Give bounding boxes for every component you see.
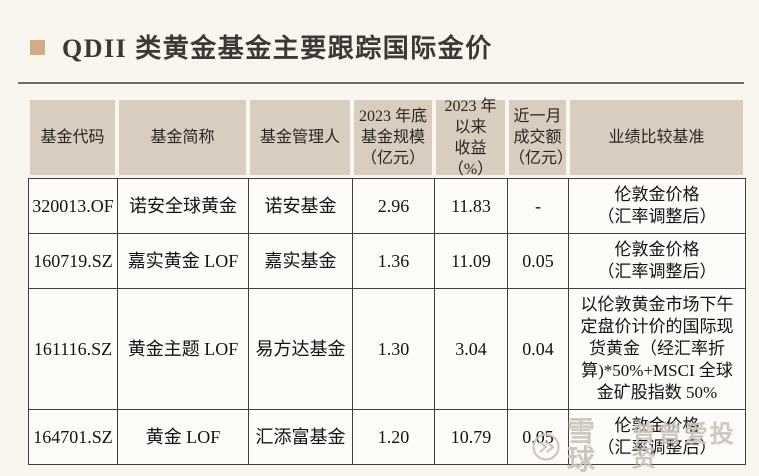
cell-fund-code: 320013.OF [29, 179, 118, 234]
cell-fund-code: 160719.SZ [29, 234, 118, 289]
cell-fund-name: 嘉实黄金 LOF [118, 234, 249, 289]
table-row: 164701.SZ 黄金 LOF 汇添富基金 1.20 10.79 0.05 伦… [29, 410, 746, 465]
fund-table: 基金代码 基金简称 基金管理人 2023 年底 基金规模 （亿元） 2023 年… [28, 98, 746, 465]
column-header-benchmark: 业绩比较基准 [568, 100, 745, 175]
title-bullet-icon [30, 40, 45, 55]
cell-fund-size: 1.36 [353, 234, 435, 289]
cell-fund-name: 黄金主题 LOF [118, 289, 249, 410]
column-header-ytd-return: 2023 年 以来 收益（%） [434, 98, 507, 178]
cell-ytd-return: 11.09 [435, 234, 508, 289]
cell-ytd-return: 10.79 [435, 410, 508, 465]
cell-benchmark: 以伦敦黄金市场下午定盘价计价的国际现货黄金（经汇率折算)*50%+MSCI 全球… [569, 289, 746, 410]
table-header-row: 基金代码 基金简称 基金管理人 2023 年底 基金规模 （亿元） 2023 年… [28, 98, 746, 178]
page-title: QDII 类黄金基金主要跟踪国际金价 [62, 34, 493, 63]
cell-monthly-volume: 0.04 [508, 289, 569, 410]
cell-fund-manager: 诺安基金 [249, 179, 353, 234]
cell-monthly-volume: 0.05 [508, 410, 569, 465]
cell-fund-code: 164701.SZ [29, 410, 118, 465]
cell-benchmark: 伦敦金价格 （汇率调整后） [569, 410, 746, 465]
cell-ytd-return: 3.04 [435, 289, 508, 410]
cell-fund-name: 黄金 LOF [118, 410, 249, 465]
title-divider [18, 82, 744, 84]
table-row: 160719.SZ 嘉实黄金 LOF 嘉实基金 1.36 11.09 0.05 … [29, 234, 746, 289]
table-row: 161116.SZ 黄金主题 LOF 易方达基金 1.30 3.04 0.04 … [29, 289, 746, 410]
column-header-fund-name: 基金简称 [117, 100, 248, 175]
column-header-monthly-volume: 近一月 成交额 （亿元） [507, 100, 573, 175]
cell-fund-size: 2.96 [353, 179, 435, 234]
table-body: 320013.OF 诺安全球黄金 诺安基金 2.96 11.83 - 伦敦金价格… [28, 178, 746, 465]
column-header-fund-size: 2023 年底 基金规模 （亿元） [352, 100, 434, 175]
page-title-row: QDII 类黄金基金主要跟踪国际金价 [0, 0, 759, 65]
cell-fund-manager: 易方达基金 [249, 289, 353, 410]
cell-ytd-return: 11.83 [435, 179, 508, 234]
cell-monthly-volume: 0.05 [508, 234, 569, 289]
column-header-fund-manager: 基金管理人 [248, 100, 352, 175]
table-row: 320013.OF 诺安全球黄金 诺安基金 2.96 11.83 - 伦敦金价格… [29, 179, 746, 234]
cell-benchmark: 伦敦金价格 （汇率调整后） [569, 179, 746, 234]
cell-fund-manager: 汇添富基金 [249, 410, 353, 465]
cell-fund-name: 诺安全球黄金 [118, 179, 249, 234]
cell-fund-size: 1.30 [353, 289, 435, 410]
column-header-fund-code: 基金代码 [28, 100, 117, 175]
cell-fund-size: 1.20 [353, 410, 435, 465]
cell-benchmark: 伦敦金价格 （汇率调整后） [569, 234, 746, 289]
cell-monthly-volume: - [508, 179, 569, 234]
cell-fund-code: 161116.SZ [29, 289, 118, 410]
cell-fund-manager: 嘉实基金 [249, 234, 353, 289]
